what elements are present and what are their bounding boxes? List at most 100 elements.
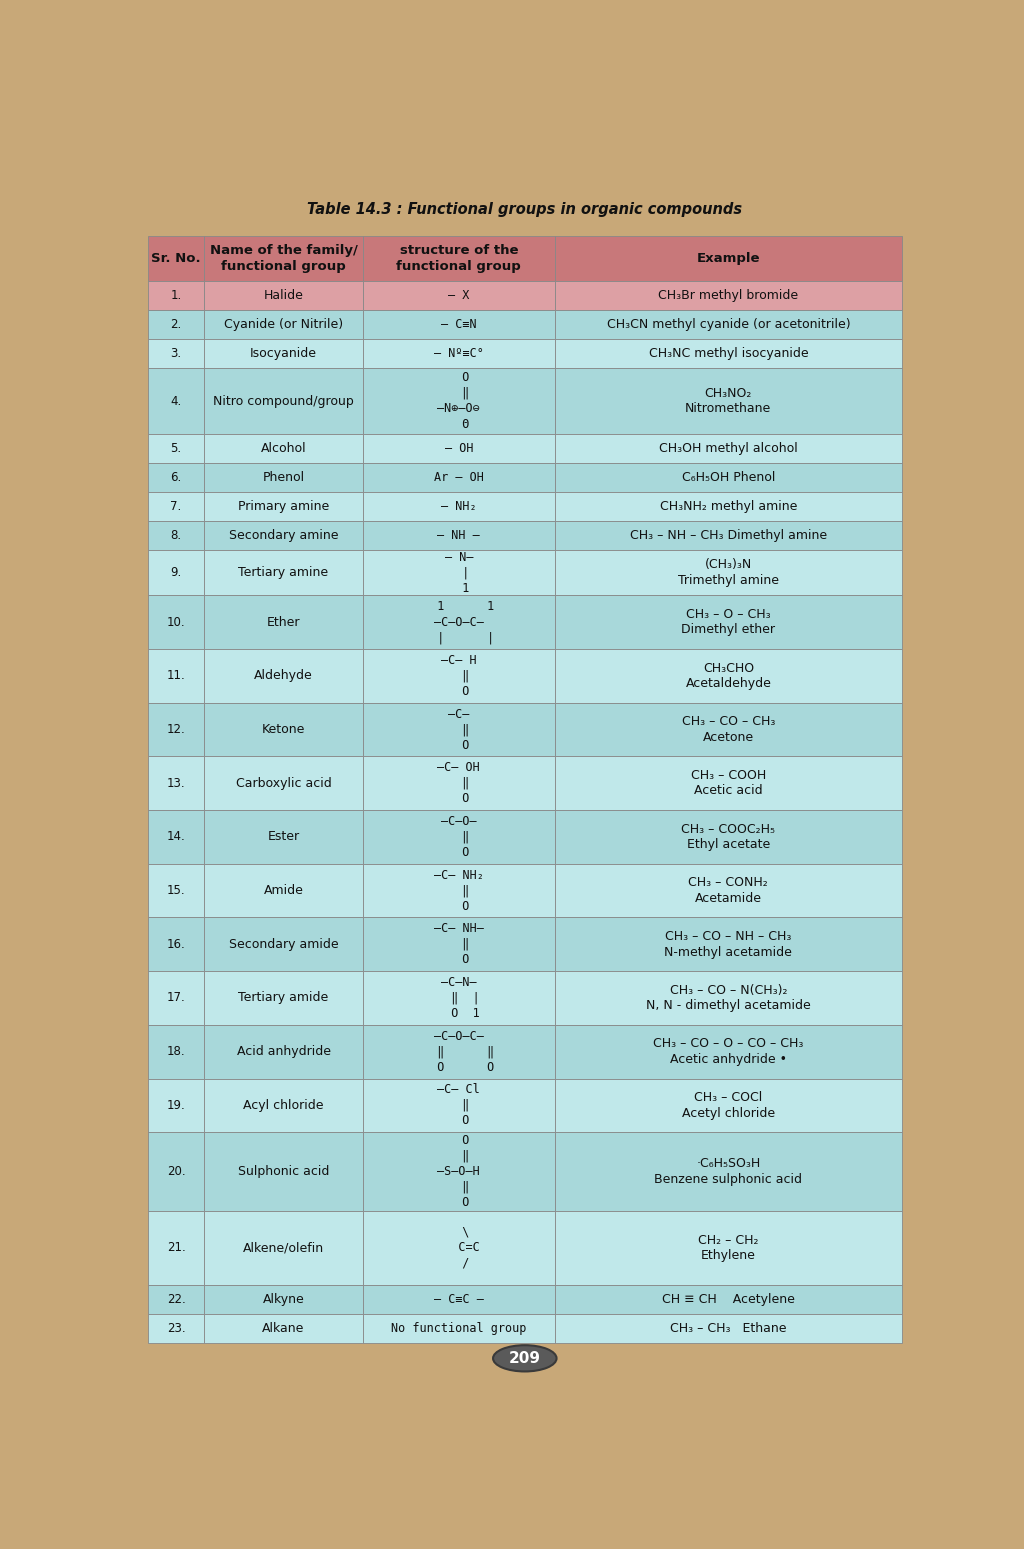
Bar <box>555 703 902 756</box>
Text: CH₃ – CO – CH₃
Acetone: CH₃ – CO – CH₃ Acetone <box>682 716 775 744</box>
Bar <box>205 595 362 649</box>
Text: – NH –: – NH – <box>437 528 480 542</box>
Bar <box>555 339 902 369</box>
Text: structure of the
functional group: structure of the functional group <box>396 245 521 273</box>
Bar <box>205 971 362 1025</box>
Text: Tertiary amide: Tertiary amide <box>239 991 329 1004</box>
Text: CH₂ – CH₂
Ethylene: CH₂ – CH₂ Ethylene <box>698 1233 759 1262</box>
Text: CH₃ – CH₃   Ethane: CH₃ – CH₃ Ethane <box>670 1321 786 1335</box>
Text: Aldehyde: Aldehyde <box>254 669 313 682</box>
Bar <box>205 235 362 282</box>
Text: 14.: 14. <box>167 830 185 843</box>
Bar <box>205 282 362 310</box>
Bar <box>555 864 902 917</box>
Text: 1.: 1. <box>170 290 181 302</box>
Text: –C– H
  ‖
  O: –C– H ‖ O <box>441 654 476 699</box>
Text: Acid anhydride: Acid anhydride <box>237 1046 331 1058</box>
Text: Ketone: Ketone <box>262 723 305 736</box>
Text: O
  ‖
–S–O–H
  ‖
  O: O ‖ –S–O–H ‖ O <box>437 1134 480 1208</box>
Bar <box>555 1211 902 1286</box>
Bar <box>147 1211 205 1286</box>
Bar <box>555 971 902 1025</box>
Bar <box>205 339 362 369</box>
Text: CH₃ – CO – NH – CH₃
N-methyl acetamide: CH₃ – CO – NH – CH₃ N-methyl acetamide <box>665 929 793 959</box>
Text: 3.: 3. <box>171 347 181 361</box>
Bar <box>147 310 205 339</box>
Bar <box>147 917 205 971</box>
Bar <box>555 595 902 649</box>
Text: Alkyne: Alkyne <box>263 1293 304 1306</box>
Text: 20.: 20. <box>167 1165 185 1177</box>
Text: No functional group: No functional group <box>391 1321 526 1335</box>
Bar <box>362 1025 555 1078</box>
Text: CH₃ – COOH
Acetic acid: CH₃ – COOH Acetic acid <box>691 768 766 798</box>
Text: Phenol: Phenol <box>262 471 304 485</box>
Bar <box>362 1211 555 1286</box>
Bar <box>555 649 902 703</box>
Bar <box>555 434 902 463</box>
Text: CH₃NO₂
Nitromethane: CH₃NO₂ Nitromethane <box>685 387 771 415</box>
Bar <box>362 864 555 917</box>
Text: CH ≡ CH    Acetylene: CH ≡ CH Acetylene <box>662 1293 795 1306</box>
Text: Alkene/olefin: Alkene/olefin <box>243 1241 325 1255</box>
Ellipse shape <box>493 1345 557 1371</box>
Text: Acyl chloride: Acyl chloride <box>244 1098 324 1112</box>
Text: Alkane: Alkane <box>262 1321 305 1335</box>
Text: Sulphonic acid: Sulphonic acid <box>238 1165 330 1177</box>
Text: Name of the family/
functional group: Name of the family/ functional group <box>210 245 357 273</box>
Bar <box>205 310 362 339</box>
Text: – X: – X <box>449 290 470 302</box>
Bar <box>555 1286 902 1314</box>
Bar <box>362 550 555 595</box>
Text: Table 14.3 : Functional groups in organic compounds: Table 14.3 : Functional groups in organi… <box>307 203 742 217</box>
Text: – N–
  |
  1: – N– | 1 <box>444 550 473 595</box>
Text: 4.: 4. <box>170 395 181 407</box>
Bar <box>362 282 555 310</box>
Text: CH₃Br methyl bromide: CH₃Br methyl bromide <box>658 290 799 302</box>
Bar <box>205 493 362 520</box>
Text: 209: 209 <box>509 1351 541 1366</box>
Bar <box>147 493 205 520</box>
Bar <box>555 310 902 339</box>
Text: –C–
  ‖
  O: –C– ‖ O <box>449 708 470 751</box>
Text: –C–O–C–
  ‖      ‖
  O      O: –C–O–C– ‖ ‖ O O <box>423 1030 495 1073</box>
Text: 16.: 16. <box>167 937 185 951</box>
Bar <box>555 756 902 810</box>
Bar <box>205 520 362 550</box>
Bar <box>147 1286 205 1314</box>
Text: Tertiary amine: Tertiary amine <box>239 565 329 579</box>
Text: –C– NH₂
  ‖
  O: –C– NH₂ ‖ O <box>434 869 483 912</box>
Text: 5.: 5. <box>171 441 181 455</box>
Text: 9.: 9. <box>170 565 181 579</box>
Bar <box>555 1132 902 1211</box>
Text: Ester: Ester <box>267 830 300 843</box>
Bar <box>555 369 902 434</box>
Text: ·C₆H₅SO₃H
Benzene sulphonic acid: ·C₆H₅SO₃H Benzene sulphonic acid <box>654 1157 803 1185</box>
Text: 15.: 15. <box>167 884 185 897</box>
Text: CH₃OH methyl alcohol: CH₃OH methyl alcohol <box>659 441 798 455</box>
Text: 6.: 6. <box>170 471 181 485</box>
Bar <box>362 1286 555 1314</box>
Text: – NH₂: – NH₂ <box>441 500 476 513</box>
Bar <box>555 520 902 550</box>
Bar <box>147 434 205 463</box>
Bar <box>362 595 555 649</box>
Text: Amide: Amide <box>263 884 303 897</box>
Text: (CH₃)₃N
Trimethyl amine: (CH₃)₃N Trimethyl amine <box>678 558 779 587</box>
Text: O
  ‖
–N⊕–O⊖
  Θ: O ‖ –N⊕–O⊖ Θ <box>437 372 480 431</box>
Text: 13.: 13. <box>167 776 185 790</box>
Text: 11.: 11. <box>167 669 185 682</box>
Text: CH₃NH₂ methyl amine: CH₃NH₂ methyl amine <box>659 500 797 513</box>
Text: CH₃ – NH – CH₃ Dimethyl amine: CH₃ – NH – CH₃ Dimethyl amine <box>630 528 827 542</box>
Bar <box>205 649 362 703</box>
Bar <box>362 369 555 434</box>
Bar <box>362 971 555 1025</box>
Text: Halide: Halide <box>263 290 303 302</box>
Text: 21.: 21. <box>167 1241 185 1255</box>
Bar <box>555 282 902 310</box>
Text: Nitro compound/group: Nitro compound/group <box>213 395 354 407</box>
Text: 19.: 19. <box>167 1098 185 1112</box>
Text: Ar – OH: Ar – OH <box>434 471 483 485</box>
Bar <box>362 310 555 339</box>
Text: Cyanide (or Nitrile): Cyanide (or Nitrile) <box>224 318 343 331</box>
